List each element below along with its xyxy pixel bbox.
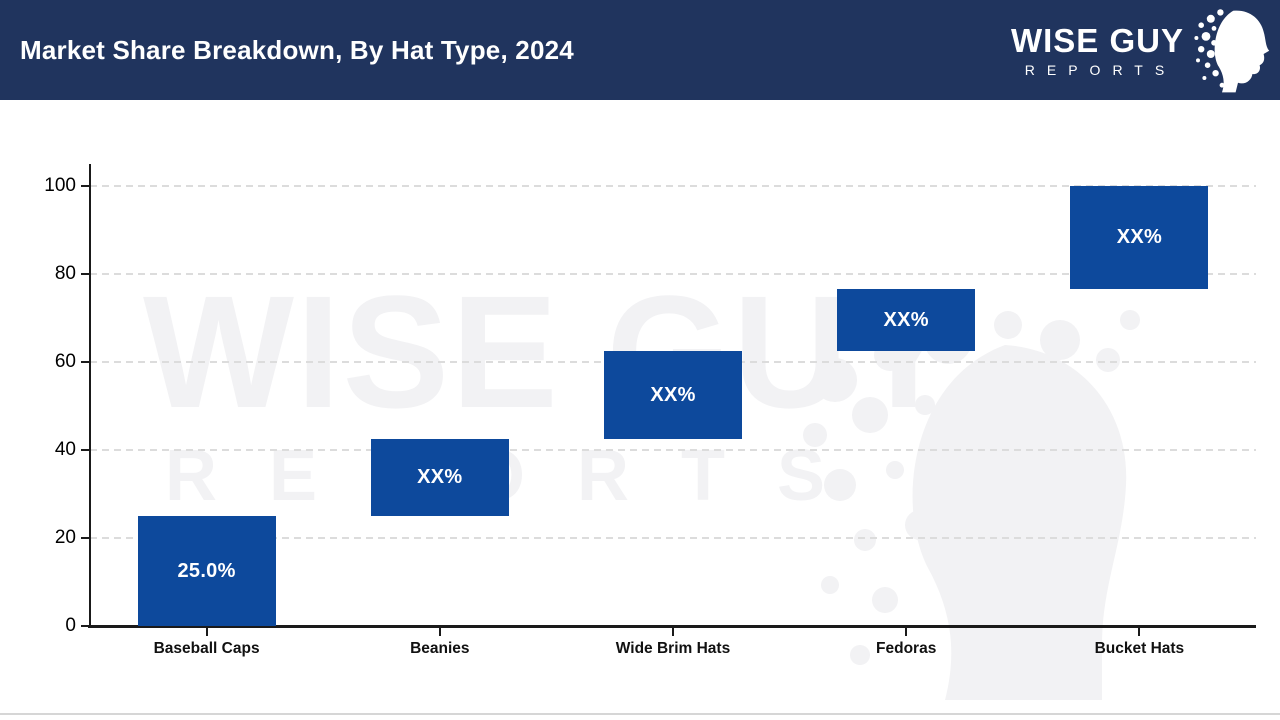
- bar-value-label: XX%: [650, 383, 696, 406]
- x-category-label-0: Baseball Caps: [153, 640, 260, 657]
- x-tick-3: [905, 628, 908, 636]
- chart-area: WISE GUY REPORTS 0 20 40 60 80 100 25.0% Baseba…: [0, 100, 1280, 713]
- x-category-label-1: Beanies: [410, 640, 470, 657]
- bar-bucket-hats: XX%: [1070, 186, 1209, 290]
- bar-wide-brim-hats: XX%: [604, 351, 742, 439]
- y-tick-40: [81, 449, 89, 451]
- x-category-label-3: Fedoras: [876, 640, 937, 657]
- x-axis-line: [88, 625, 1256, 628]
- y-tick-label-80: 80: [54, 263, 76, 284]
- bar-value-label: 25.0%: [177, 559, 236, 582]
- y-tick-label-40: 40: [54, 439, 76, 460]
- header-bar: Market Share Breakdown, By Hat Type, 202…: [0, 0, 1280, 100]
- x-tick-4: [1138, 628, 1141, 636]
- x-category-label-4: Bucket Hats: [1094, 640, 1185, 657]
- watermark-wordmark: WISE GUY: [143, 262, 960, 441]
- logo-wordmark: WISE GUY: [1010, 21, 1184, 59]
- y-tick-20: [81, 537, 89, 539]
- logo-subtext: REPORTS: [1024, 61, 1177, 78]
- x-tick-1: [438, 628, 441, 636]
- x-category-label-2: Wide Brim Hats: [615, 640, 731, 657]
- y-tick-80: [81, 273, 89, 275]
- gridline-20: [90, 537, 1256, 539]
- bar-value-label: XX%: [417, 466, 463, 488]
- y-tick-60: [81, 361, 89, 363]
- bar-value-label: XX%: [883, 308, 929, 331]
- gridline-100: [90, 185, 1256, 187]
- bottom-divider: [0, 713, 1280, 715]
- y-axis-line: [89, 164, 91, 628]
- y-tick-0: [81, 625, 89, 627]
- logo-text: WISE GUY REPORTS: [1011, 24, 1184, 77]
- bar-baseball-caps: 25.0%: [137, 516, 276, 626]
- chart-title: Market Share Breakdown, By Hat Type, 202…: [20, 34, 574, 65]
- logo: WISE GUY REPORTS: [1011, 0, 1270, 100]
- gridline-80: [90, 273, 1256, 275]
- y-tick-label-60: 60: [54, 351, 76, 372]
- gridline-40: [90, 449, 1256, 451]
- bar-fedoras: XX%: [837, 289, 976, 351]
- y-tick-label-100: 100: [44, 175, 76, 196]
- bar-value-label: XX%: [1116, 226, 1163, 249]
- logo-head-icon: [1194, 9, 1270, 93]
- y-tick-label-20: 20: [54, 527, 76, 548]
- y-tick-label-0: 0: [65, 615, 76, 636]
- x-tick-2: [672, 628, 674, 636]
- x-tick-0: [205, 628, 208, 636]
- bar-beanies: XX%: [370, 439, 509, 516]
- y-tick-100: [81, 185, 89, 187]
